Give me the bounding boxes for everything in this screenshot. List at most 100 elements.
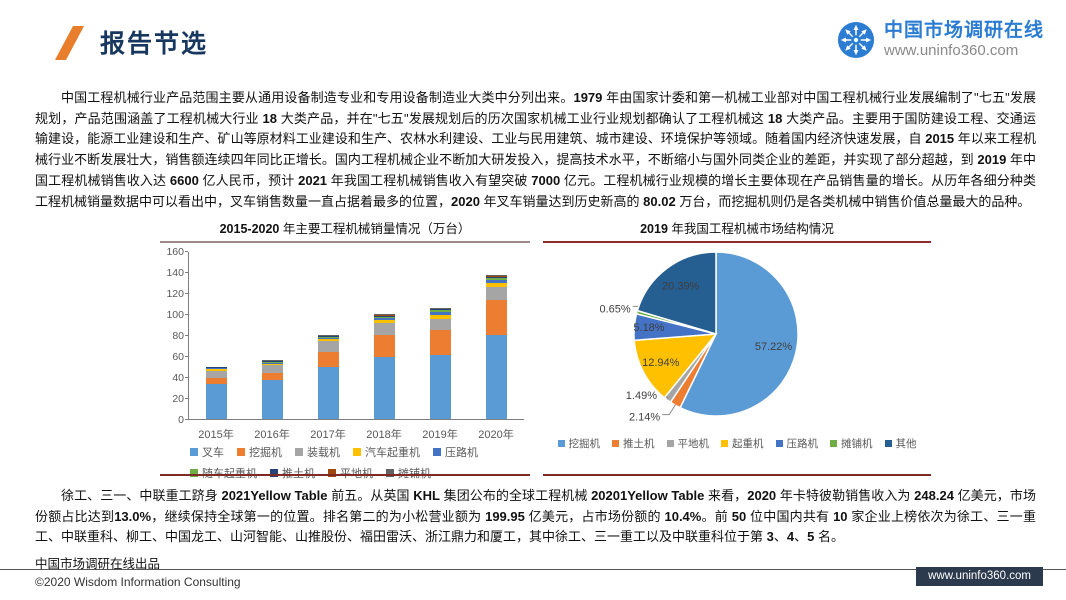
bar-segment-汽车起重机: [318, 338, 340, 342]
text-run: 2020: [451, 193, 480, 209]
y-axis-tick: [185, 398, 188, 399]
text-run: 2021: [298, 172, 328, 188]
bar-segment-挖掘机: [262, 372, 284, 381]
y-axis-tick: [185, 293, 188, 294]
legend-label: 推土机: [282, 468, 315, 480]
bar-segment-叉车: [429, 354, 451, 419]
text-run: ，继续保持全球第一的位置。排名第二的为小松营业额为: [151, 508, 486, 524]
y-axis-tick: [185, 314, 188, 315]
bar-segment-平地机: [485, 276, 507, 277]
bar-chart-plot: 0 20 40 60 80 100 120 140 160 2015年 2016年 2017年 2018…: [160, 246, 530, 441]
bar-column: [356, 252, 412, 419]
legend-label: 挖掘机: [568, 438, 601, 450]
legend-swatch: [190, 469, 198, 477]
bar-column: [412, 252, 468, 419]
pie-data-label: 57.22%: [755, 341, 793, 353]
brand-logo[interactable]: 中国市场调研在线 www.uninfo360.com: [837, 20, 1044, 59]
text-run: 徐工、三一、中联重工跻身: [61, 488, 222, 503]
bar-segment-挖掘机: [485, 300, 507, 335]
pie-data-label: 2.14%: [629, 412, 660, 424]
bar-segment-叉车: [485, 335, 507, 419]
bar-segment-推土机: [318, 336, 340, 337]
pie-data-label: 20.39%: [662, 281, 700, 293]
legend-swatch: [721, 440, 728, 447]
bar-segment-压路机: [262, 362, 284, 364]
legend-item: 摊铺机: [830, 436, 873, 451]
y-axis-tick: [185, 377, 188, 378]
pie-data-label: 1.49%: [626, 390, 657, 402]
y-axis-tick-label: 0: [178, 414, 184, 426]
text-run: 20201Yellow Table: [591, 488, 705, 503]
bar-segment-汽车起重机: [206, 369, 228, 371]
legend-label: 压路机: [445, 447, 478, 459]
intro-paragraph: 中国工程机械行业产品范围主要从通用设备制造专业和专用设备制造业大类中分列出来。1…: [35, 88, 1036, 212]
pie-data-label: 5.18%: [633, 322, 664, 334]
x-axis-label: 2020年: [478, 429, 514, 441]
bar-segment-汽车起重机: [262, 363, 284, 366]
legend-item: 起重机: [721, 436, 764, 451]
bar-segment-平地机: [373, 315, 395, 316]
footer-producer: 中国市场调研在线出品: [35, 557, 161, 571]
legend-item: 挖掘机: [237, 444, 282, 460]
legend-swatch: [237, 448, 245, 456]
bar-segment-摊铺机: [318, 335, 340, 336]
bar-segment-随车起重机: [373, 316, 395, 319]
footer-divider: [0, 569, 1066, 570]
text-run: 2019: [977, 152, 1007, 168]
text-run: KHL: [413, 488, 440, 503]
bar-segment-挖掘机: [318, 351, 340, 367]
legend-item: 其他: [884, 436, 917, 451]
bar-segment-平地机: [429, 308, 451, 310]
bar-segment-随车起重机: [318, 336, 340, 338]
legend-label: 装载机: [307, 447, 340, 459]
pie-chart-legend: 挖掘机 推土机 平地机 起重机 压路机 摊铺机 其他: [543, 436, 931, 451]
legend-label: 推土机: [623, 438, 655, 450]
compass-logo-icon: [837, 21, 875, 58]
y-axis-tick: [185, 272, 188, 273]
footer-url-badge[interactable]: www.uninfo360.com: [916, 567, 1043, 586]
text-run: 大类产品。主要用于国防建设工程、交通运输建设，能源工业建设和生产、矿山等原材料工…: [35, 110, 1036, 147]
text-run: 2015: [925, 131, 955, 147]
x-axis-label: 2017年: [310, 429, 346, 441]
legend-swatch: [353, 448, 361, 456]
text-run: 248.24: [914, 488, 954, 503]
x-axis-label: 2019年: [422, 429, 458, 441]
bar-segment-推土机: [262, 361, 284, 362]
pie-slice-挖掘机: [679, 251, 799, 417]
y-axis-tick-label: 80: [172, 330, 184, 342]
bar-chart-card: 2015-2020 年主要工程机械销量情况（万台） 0 20 40 60 80 100 12…: [160, 222, 530, 480]
bar-segment-挖掘机: [429, 330, 451, 355]
bar-segment-摊铺机: [429, 307, 451, 309]
legend-label: 挖掘机: [249, 447, 282, 459]
text-run: 18: [767, 110, 783, 126]
text-run: 199.95: [485, 508, 525, 524]
x-axis-label: 2015年: [198, 429, 234, 441]
text-run: 年卡特彼勒销售收入为: [776, 488, 915, 503]
bar-segment-汽车起重机: [485, 282, 507, 287]
bar-segment-压路机: [206, 368, 228, 370]
bar-segment-摊铺机: [485, 275, 507, 277]
text-run: 4: [786, 529, 795, 545]
y-axis-tick: [185, 356, 188, 357]
x-axis-label: 2018年: [366, 429, 402, 441]
legend-swatch: [666, 440, 674, 447]
accent-slash-icon: [54, 26, 85, 60]
bar-segment-推土机: [373, 315, 395, 317]
brand-url: www.uninfo360.com: [883, 41, 1019, 59]
text-run: 10.4%: [664, 508, 702, 524]
y-axis-tick-label: 120: [166, 288, 184, 300]
text-run: 年以来工程机械行业不断发展壮大，销售额连续四年同比正增长。国内工程机械企业不断加…: [35, 131, 1036, 168]
legend-label: 其他: [895, 438, 917, 450]
legend-item: 推土机: [612, 436, 655, 451]
bar-segment-装载机: [485, 286, 507, 301]
legend-item: 摊铺机: [386, 465, 431, 481]
bar-segment-压路机: [429, 312, 451, 316]
legend-label: 叉车: [202, 447, 224, 459]
bar-segment-挖掘机: [373, 335, 395, 358]
legend-item: 推土机: [270, 465, 315, 481]
text-run: 1979: [573, 90, 603, 105]
legend-swatch: [775, 440, 783, 447]
bar-segment-汽车起重机: [429, 315, 451, 319]
legend-label: 随车起重机: [202, 468, 257, 480]
